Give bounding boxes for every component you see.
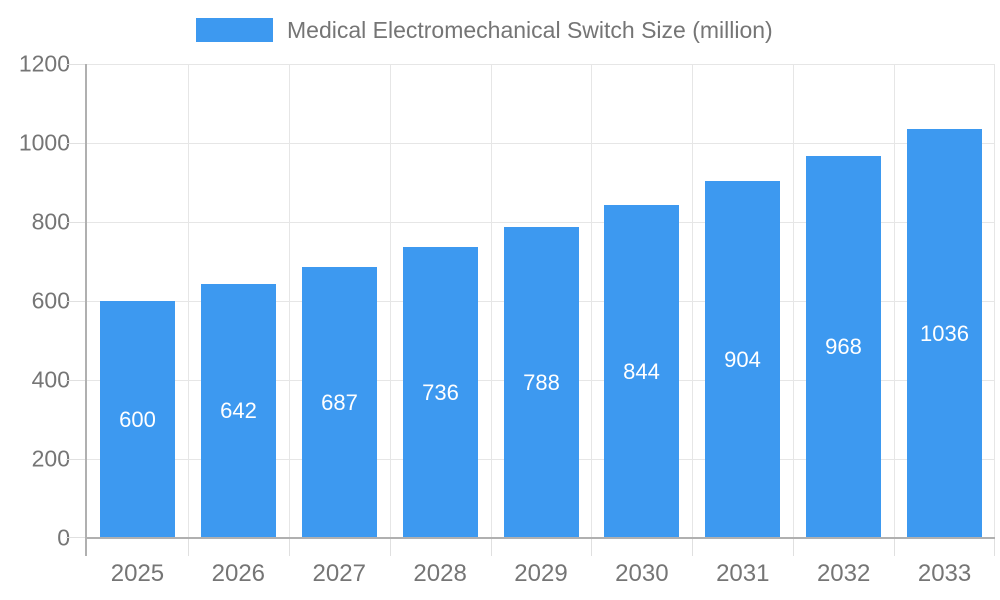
y-axis-tick xyxy=(66,143,87,144)
x-axis-tick xyxy=(793,539,794,556)
y-axis-ticks xyxy=(66,64,87,538)
bar-2032[interactable]: 968 xyxy=(806,156,881,538)
x-axis-tick xyxy=(692,539,693,556)
bar-2027[interactable]: 687 xyxy=(302,267,377,538)
bar-2030[interactable]: 844 xyxy=(604,205,679,538)
x-axis-tick-label: 2031 xyxy=(716,560,770,587)
plot-area: 600 642 687 736 788 844 904 968 1036 xyxy=(87,64,995,538)
x-axis-tick-label: 2029 xyxy=(514,560,568,587)
x-axis-tick xyxy=(591,539,592,556)
gridline-vertical xyxy=(591,64,592,538)
y-axis-tick-label: 0 xyxy=(57,524,70,551)
x-axis-tick-label: 2025 xyxy=(110,560,165,587)
x-axis-tick-label: 2027 xyxy=(312,560,366,587)
y-axis-tick-label: 600 xyxy=(31,287,70,314)
y-axis-tick xyxy=(66,380,87,381)
x-axis-tick xyxy=(994,539,995,556)
legend[interactable]: Medical Electromechanical Switch Size (m… xyxy=(196,16,773,44)
gridline-vertical xyxy=(289,64,290,538)
bar-value-label: 736 xyxy=(422,379,459,405)
bar-2025[interactable]: 600 xyxy=(100,301,175,538)
gridline-horizontal xyxy=(87,143,995,144)
gridline-vertical xyxy=(894,64,895,538)
x-axis-line xyxy=(85,537,995,539)
y-axis-labels: 0 200 400 600 800 1000 1200 xyxy=(0,52,70,549)
bar-2026[interactable]: 642 xyxy=(201,284,276,538)
gridline-vertical xyxy=(793,64,794,538)
x-axis-labels: 2025 2026 2027 2028 2029 2030 2031 2032 2033 xyxy=(87,560,995,590)
legend-swatch-icon xyxy=(196,18,273,42)
x-axis-tick xyxy=(894,539,895,556)
bar-2029[interactable]: 788 xyxy=(504,227,579,538)
gridline-vertical xyxy=(692,64,693,538)
x-axis-tick-label: 2028 xyxy=(413,560,467,587)
gridline-vertical xyxy=(390,64,391,538)
bar-value-label: 600 xyxy=(119,406,156,432)
bar-value-label: 1036 xyxy=(920,320,969,346)
x-axis-tick xyxy=(390,539,391,556)
x-axis-tick xyxy=(188,539,189,556)
bar-value-label: 642 xyxy=(220,398,257,423)
bar-value-label: 687 xyxy=(321,389,358,415)
y-axis-line xyxy=(85,64,87,556)
y-axis-tick xyxy=(66,222,87,223)
gridline-horizontal xyxy=(87,64,995,65)
x-axis-tick-label: 2026 xyxy=(211,560,266,587)
y-axis-tick xyxy=(66,537,87,538)
gridline-horizontal xyxy=(87,222,995,223)
x-axis-tick-label: 2033 xyxy=(917,560,972,587)
bar-value-label: 968 xyxy=(825,334,862,359)
bar-value-label: 904 xyxy=(724,346,761,372)
gridline-vertical xyxy=(994,64,995,538)
bar-value-label: 844 xyxy=(623,358,660,384)
y-axis-tick xyxy=(66,459,87,460)
x-axis-tick xyxy=(491,539,492,556)
y-axis-tick-label: 200 xyxy=(31,445,70,472)
x-axis-tick-label: 2032 xyxy=(816,560,871,587)
x-axis-tick xyxy=(289,539,290,556)
x-axis-ticks xyxy=(87,539,995,556)
x-axis-tick-label: 2030 xyxy=(615,560,669,587)
bar-2033[interactable]: 1036 xyxy=(907,129,982,538)
y-axis-tick-label: 400 xyxy=(31,366,70,393)
y-axis-tick-label: 1200 xyxy=(18,50,70,77)
y-axis-tick xyxy=(66,301,87,302)
gridline-vertical xyxy=(188,64,189,538)
bar-value-label: 788 xyxy=(523,369,560,395)
y-axis-tick-label: 800 xyxy=(31,208,70,235)
y-axis-tick-label: 1000 xyxy=(18,129,70,156)
bar-2031[interactable]: 904 xyxy=(705,181,780,538)
bar-2028[interactable]: 736 xyxy=(403,247,478,538)
y-axis-tick xyxy=(66,64,87,65)
legend-label: Medical Electromechanical Switch Size (m… xyxy=(287,16,773,43)
gridline-vertical xyxy=(491,64,492,538)
